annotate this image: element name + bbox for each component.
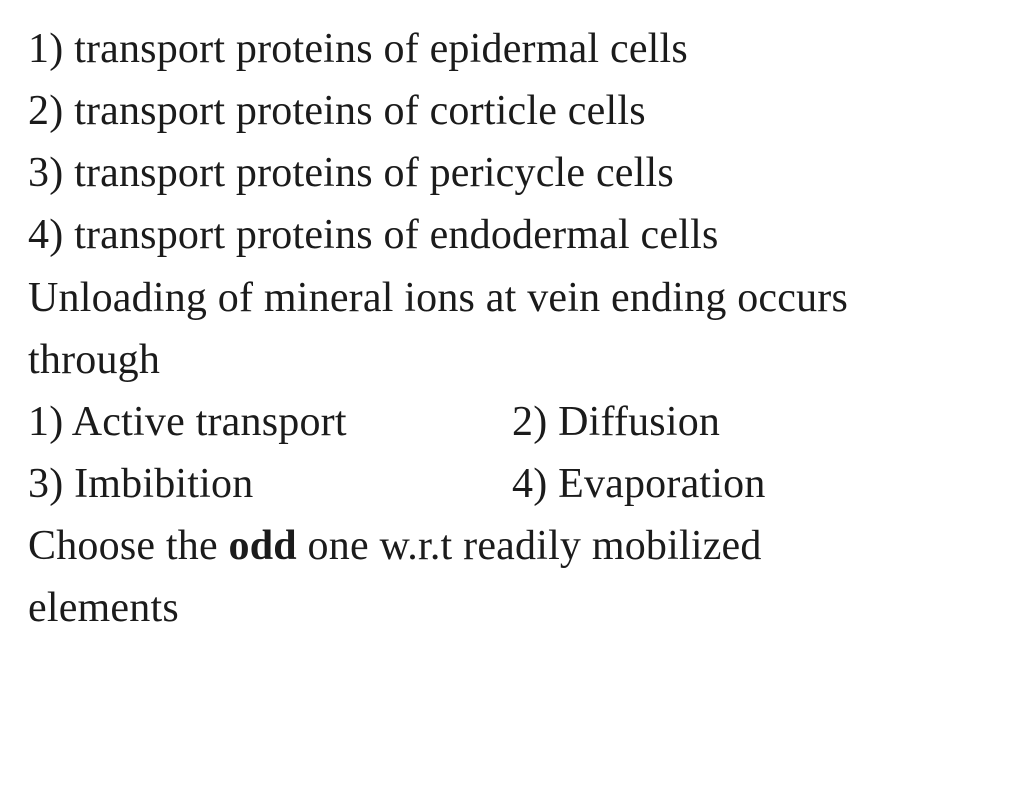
page-content: 1) transport proteins of epidermal cells… <box>0 0 1024 640</box>
q2-options-row1: 1) Active transport 2) Diffusion <box>28 391 996 453</box>
q2-body-line2: through <box>28 329 996 391</box>
q3-body-line2: elements <box>28 577 996 639</box>
q1-option-4: 4) transport proteins of endodermal cell… <box>28 204 996 266</box>
q3-body-line1: Choose the odd one w.r.t readily mobiliz… <box>28 515 996 577</box>
q2-option-2: 2) Diffusion <box>512 391 996 453</box>
q2-option-4: 4) Evaporation <box>512 453 996 515</box>
q1-option-2: 2) transport proteins of corticle cells <box>28 80 996 142</box>
q3-post-text: one w.r.t readily mobilized <box>297 523 762 569</box>
q1-option-1: 1) transport proteins of epidermal cells <box>28 18 996 80</box>
q2-option-3: 3) Imbibition <box>28 453 512 515</box>
q2-body-line1: Unloading of mineral ions at vein ending… <box>28 267 996 329</box>
q1-option-3: 3) transport proteins of pericycle cells <box>28 142 996 204</box>
q2-option-1: 1) Active transport <box>28 391 512 453</box>
q2-options-row2: 3) Imbibition 4) Evaporation <box>28 453 996 515</box>
q3-pre-text: Choose the <box>28 523 229 569</box>
q3-bold-word: odd <box>229 523 297 569</box>
